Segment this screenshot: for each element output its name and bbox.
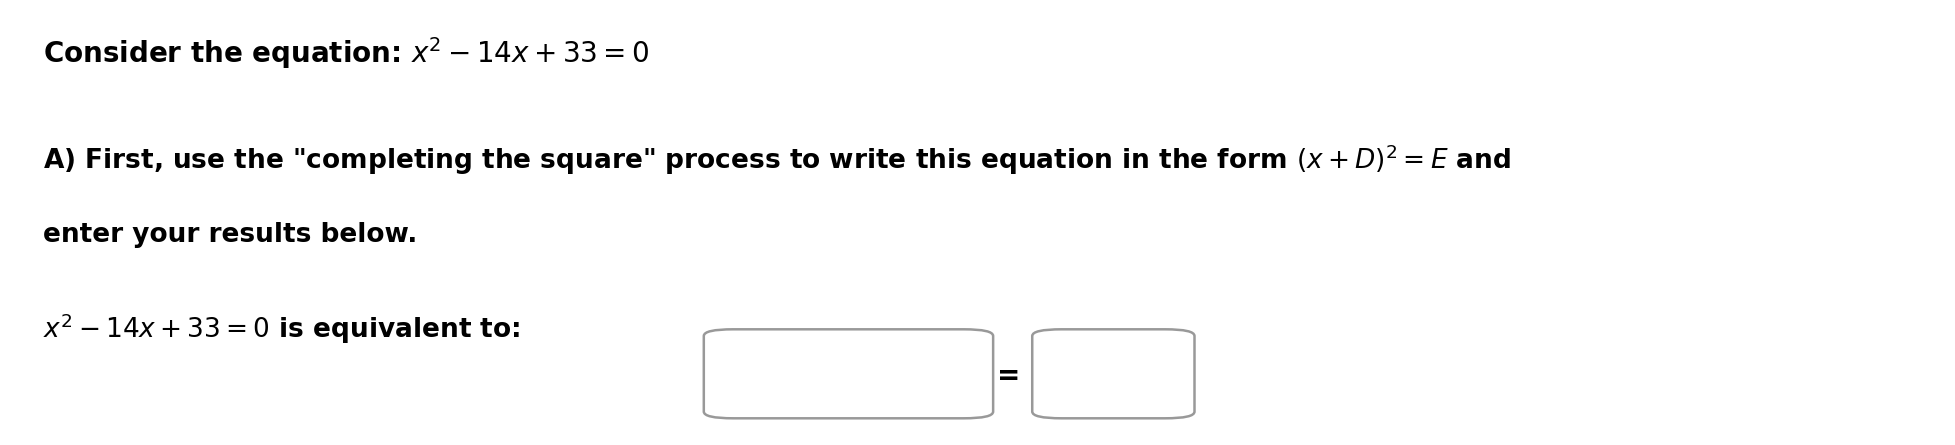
Text: Consider the equation: $x^2 - 14x + 33 = 0$: Consider the equation: $x^2 - 14x + 33 =… (43, 36, 649, 72)
Text: $x^2 - 14x + 33 = 0$ is equivalent to:: $x^2 - 14x + 33 = 0$ is equivalent to: (43, 312, 520, 346)
Text: enter your results below.: enter your results below. (43, 222, 416, 248)
FancyBboxPatch shape (704, 329, 993, 418)
FancyBboxPatch shape (1032, 329, 1195, 418)
Text: A) First, use the "completing the square" process to write this equation in the : A) First, use the "completing the square… (43, 142, 1511, 177)
Text: =: = (997, 362, 1021, 390)
